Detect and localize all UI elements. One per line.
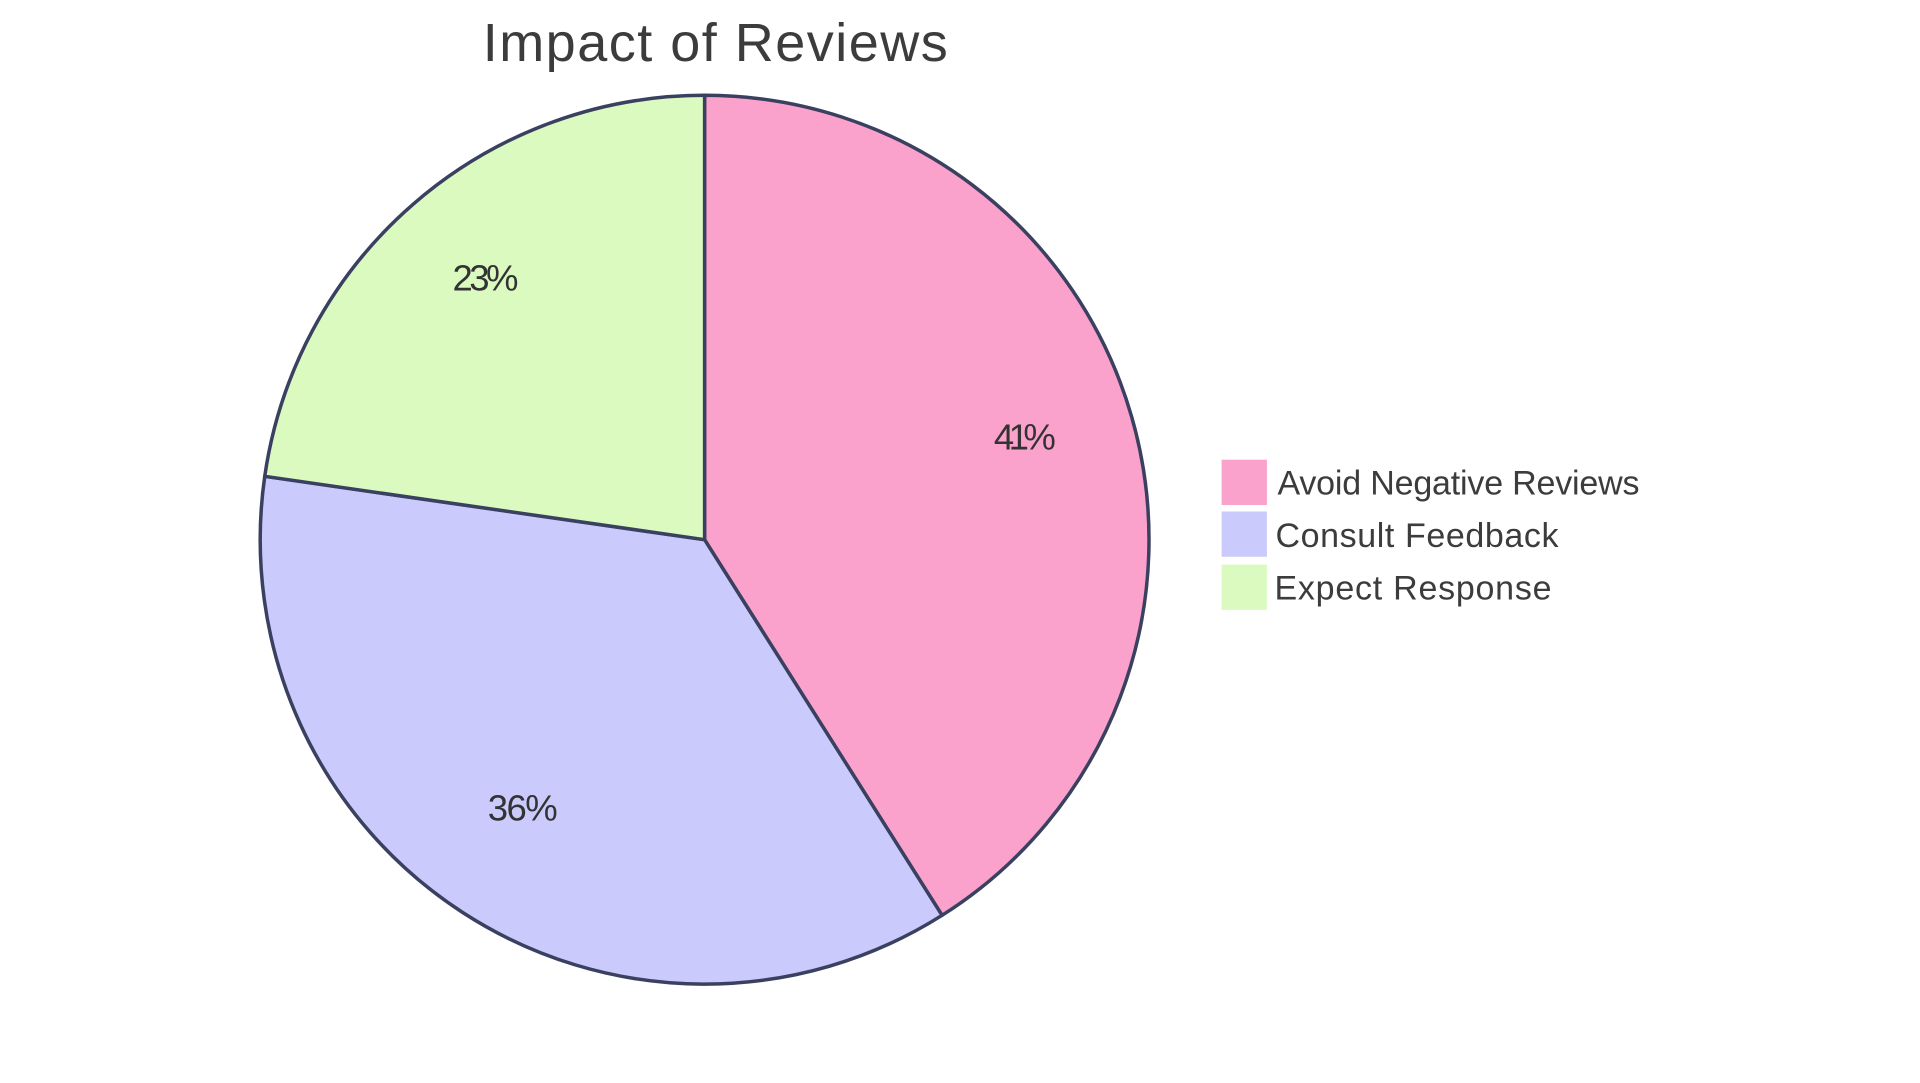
svg-text:Consult Feedback: Consult Feedback <box>1276 517 1560 555</box>
svg-text:41%: 41% <box>994 416 1056 457</box>
svg-text:Impact of Reviews: Impact of Reviews <box>483 13 948 73</box>
svg-text:Avoid Negative Reviews: Avoid Negative Reviews <box>1278 465 1640 503</box>
svg-text:36%: 36% <box>488 788 558 829</box>
svg-text:23%: 23% <box>453 257 519 298</box>
svg-text:Expect Response: Expect Response <box>1275 570 1552 608</box>
